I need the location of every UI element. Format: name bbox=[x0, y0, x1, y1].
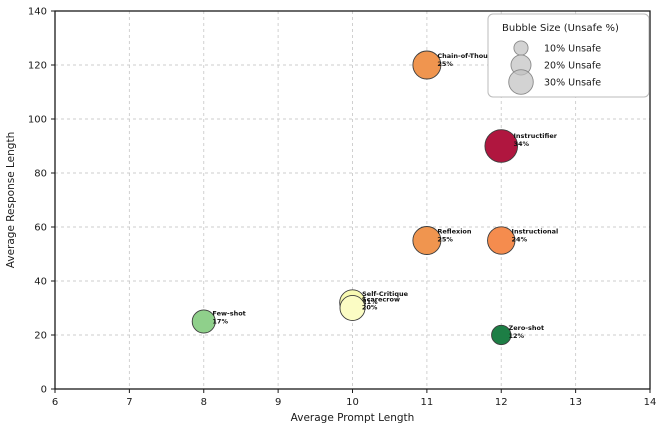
bubble-name-label: Scarecrow bbox=[362, 296, 400, 304]
bubble-chain-of-thought bbox=[412, 50, 442, 80]
y-tick-label: 60 bbox=[34, 223, 47, 234]
bubble-name-label: Few-shot bbox=[212, 310, 245, 318]
bubble-name-label: Instructifier bbox=[513, 132, 557, 140]
bubble-instructifier bbox=[484, 129, 519, 163]
y-tick-label: 140 bbox=[28, 7, 47, 18]
x-tick-label: 13 bbox=[569, 397, 582, 408]
bubble-pct-label: 21% bbox=[362, 298, 378, 306]
x-tick-label: 12 bbox=[495, 397, 508, 408]
x-tick-label: 11 bbox=[421, 397, 434, 408]
bubble-zero-shot bbox=[491, 324, 512, 346]
bubble-name-label: Instructional bbox=[512, 228, 559, 236]
bubble-name-label: Self-Critique bbox=[362, 290, 409, 298]
legend-size-circle bbox=[513, 40, 529, 56]
legend-item-label: 10% Unsafe bbox=[544, 44, 601, 55]
legend-item-label: 20% Unsafe bbox=[544, 61, 601, 72]
bubble-pct-label: 12% bbox=[509, 332, 525, 340]
y-axis-title: Average Response Length bbox=[5, 132, 17, 268]
y-tick-label: 0 bbox=[41, 385, 47, 396]
x-tick-label: 14 bbox=[644, 397, 657, 408]
legend-title: Bubble Size (Unsafe %) bbox=[502, 23, 619, 34]
y-tick-label: 80 bbox=[34, 169, 47, 180]
bubble-pct-label: 20% bbox=[362, 304, 378, 312]
bubble-pct-label: 24% bbox=[512, 236, 528, 244]
bubble-name-label: Chain-of-Thought bbox=[437, 52, 500, 60]
bubble-name-label: Reflexion bbox=[437, 228, 472, 236]
y-tick-label: 40 bbox=[34, 277, 47, 288]
x-tick-label: 6 bbox=[52, 397, 58, 408]
bubble-pct-label: 25% bbox=[437, 236, 453, 244]
bubble-scarecrow bbox=[339, 295, 366, 321]
x-tick-label: 8 bbox=[201, 397, 207, 408]
y-tick-label: 20 bbox=[34, 331, 47, 342]
bubble-pct-label: 25% bbox=[437, 60, 453, 68]
legend-item-label: 30% Unsafe bbox=[544, 78, 601, 89]
x-axis-title: Average Prompt Length bbox=[291, 412, 415, 424]
bubble-pct-label: 17% bbox=[212, 318, 228, 326]
x-tick-label: 7 bbox=[126, 397, 132, 408]
y-tick-label: 100 bbox=[28, 115, 47, 126]
bubble-instructional bbox=[487, 226, 516, 255]
x-tick-label: 10 bbox=[346, 397, 359, 408]
bubble-reflexion bbox=[412, 226, 442, 255]
bubble-pct-label: 34% bbox=[513, 140, 529, 148]
legend-size-circle bbox=[508, 69, 534, 95]
y-tick-label: 120 bbox=[28, 61, 47, 72]
bubble-few-shot bbox=[191, 309, 216, 334]
bubble-name-label: Zero-shot bbox=[509, 324, 545, 332]
x-tick-label: 9 bbox=[275, 397, 281, 408]
